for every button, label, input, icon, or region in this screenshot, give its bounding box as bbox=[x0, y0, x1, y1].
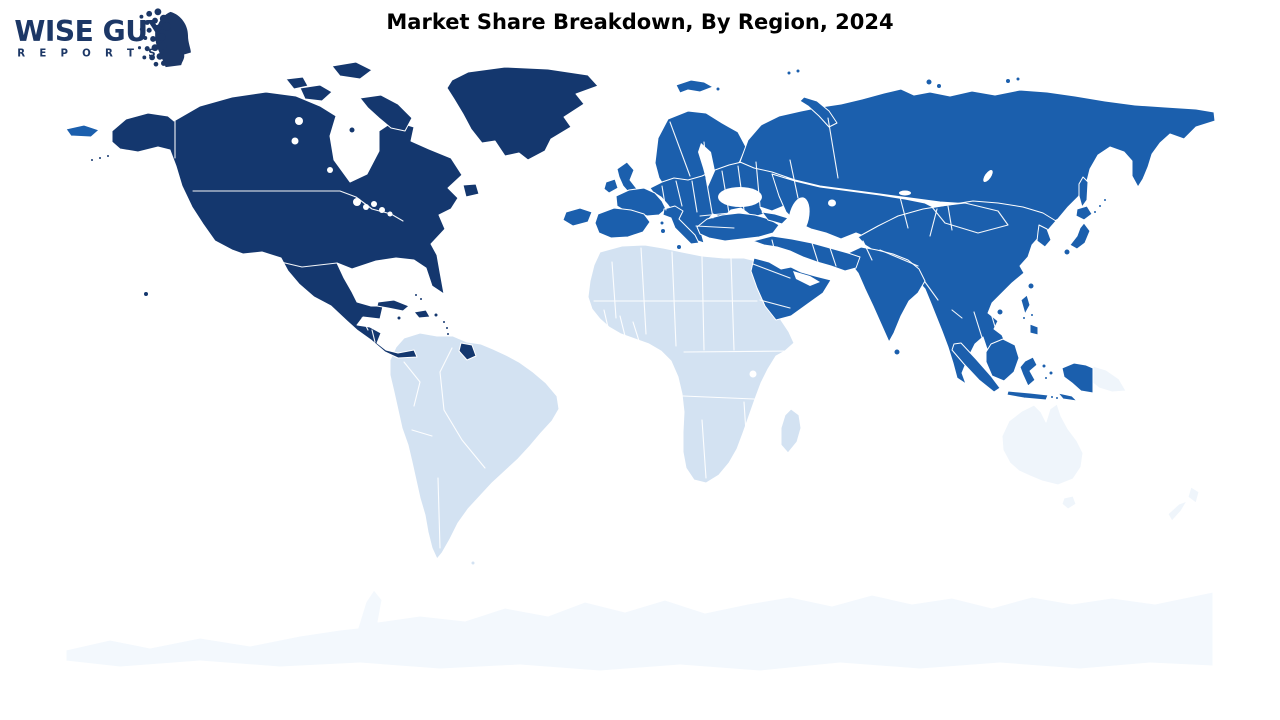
chukotka-west-tip bbox=[65, 124, 100, 138]
arabia bbox=[750, 257, 832, 321]
svalbard bbox=[675, 79, 714, 94]
sakhalin bbox=[1078, 176, 1089, 208]
island-tasmania bbox=[1061, 495, 1077, 510]
wise-guy-reports-logo: WISE GUY R E P O R T S bbox=[14, 8, 191, 68]
caucasus bbox=[761, 211, 789, 225]
region-oceania bbox=[1001, 365, 1200, 522]
aral-sea bbox=[828, 199, 836, 207]
lake-victoria bbox=[749, 370, 757, 378]
caspian-sea bbox=[788, 197, 810, 237]
hainan bbox=[996, 308, 1004, 316]
india bbox=[845, 246, 926, 343]
east-asia-china bbox=[857, 200, 1057, 385]
logo-wordmark: WISE GUY bbox=[14, 15, 168, 48]
japan-honshu bbox=[1069, 222, 1091, 250]
logo-subtitle: R E P O R T S bbox=[17, 48, 161, 59]
jamaica bbox=[396, 315, 402, 321]
japan-hokkaido bbox=[1075, 205, 1093, 221]
sicily bbox=[676, 244, 682, 250]
region-south-america bbox=[389, 332, 560, 566]
inland-seas bbox=[698, 143, 993, 378]
lake-balkhash bbox=[899, 190, 911, 196]
region-north-america bbox=[90, 61, 599, 361]
japan-kyushu bbox=[1063, 248, 1071, 256]
sri-lanka bbox=[893, 348, 901, 356]
island-madagascar bbox=[780, 408, 802, 454]
iran-pakistan bbox=[752, 235, 861, 272]
island-new-zealand-south bbox=[1167, 500, 1188, 522]
region-middle-east bbox=[696, 211, 861, 321]
west-papua bbox=[1061, 362, 1094, 394]
turkey bbox=[696, 212, 780, 242]
gulf-of-california bbox=[235, 255, 249, 296]
philippines-mindanao bbox=[1029, 323, 1039, 336]
sardinia bbox=[660, 228, 666, 234]
iberia bbox=[594, 207, 651, 239]
dotted-head-icon bbox=[137, 8, 191, 68]
island-new-zealand-north bbox=[1187, 486, 1200, 504]
island-papua-new-guinea bbox=[1092, 365, 1127, 393]
korea bbox=[1036, 224, 1052, 248]
sulawesi bbox=[1019, 356, 1038, 387]
hawaii bbox=[143, 291, 149, 297]
continent-australia bbox=[1001, 403, 1084, 486]
region-antarctica bbox=[65, 589, 1214, 672]
country-borders bbox=[174, 117, 1009, 549]
puerto-rico bbox=[433, 312, 439, 318]
greenland bbox=[446, 66, 599, 161]
italy bbox=[662, 205, 700, 245]
baffin-island bbox=[359, 94, 413, 132]
banks-island bbox=[285, 76, 309, 90]
java bbox=[1006, 390, 1049, 401]
ireland bbox=[603, 178, 619, 194]
continent-south-america bbox=[389, 332, 560, 560]
corsica bbox=[659, 220, 665, 226]
french-guiana bbox=[458, 342, 477, 361]
black-sea bbox=[718, 187, 762, 207]
lake-baikal bbox=[983, 170, 993, 182]
island-falklands bbox=[470, 560, 476, 566]
philippines-luzon bbox=[1020, 294, 1031, 315]
ellesmere-island bbox=[331, 61, 373, 80]
page-title: Market Share Breakdown, By Region, 2024 bbox=[386, 10, 894, 34]
sumatra bbox=[951, 342, 1001, 393]
region-asia bbox=[65, 68, 1216, 402]
iceland bbox=[562, 207, 593, 227]
newfoundland bbox=[462, 183, 480, 198]
continent-north-america bbox=[111, 91, 463, 359]
continent-africa bbox=[587, 244, 795, 484]
hispaniola bbox=[413, 309, 431, 319]
persian-gulf bbox=[793, 271, 820, 286]
borneo bbox=[985, 338, 1020, 382]
victoria-island bbox=[299, 84, 333, 102]
timor bbox=[1057, 392, 1078, 402]
region-africa bbox=[587, 244, 802, 484]
taiwan bbox=[1027, 282, 1035, 290]
cuba bbox=[376, 299, 410, 312]
